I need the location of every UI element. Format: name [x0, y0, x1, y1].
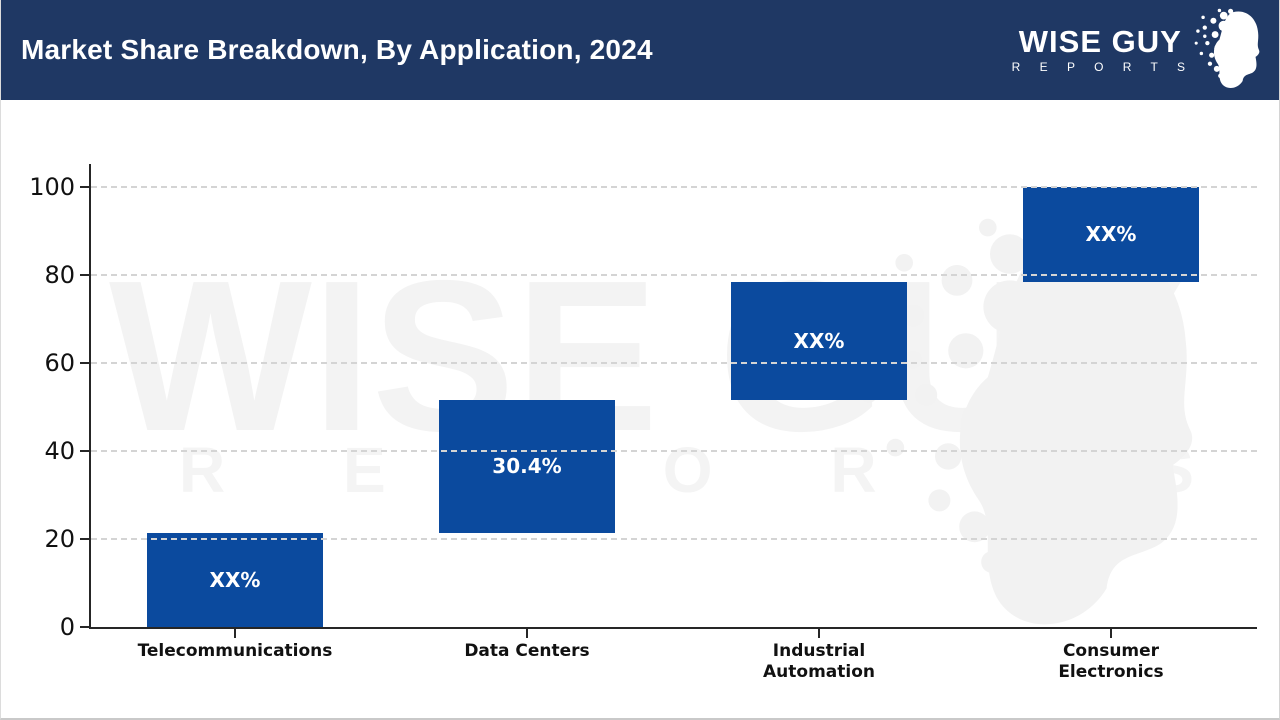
logo-reports-text: R E P O R T S	[1011, 60, 1193, 74]
y-tick	[80, 274, 89, 276]
category-label: Telecommunications	[137, 641, 333, 661]
bar-industrial-automation: XX%	[731, 281, 907, 400]
gridline	[91, 274, 1257, 276]
x-axis-spine	[89, 627, 1257, 629]
x-tick	[526, 629, 528, 638]
y-tick	[80, 626, 89, 628]
logo-wordmark-text: WISE GUY	[1018, 24, 1182, 59]
y-tick-label: 40	[44, 437, 75, 465]
wise-guy-logo: WISE GUY R E P O R T S	[1008, 0, 1265, 100]
y-tick-label: 100	[29, 173, 75, 201]
gridline	[91, 186, 1257, 188]
bar-value-label: 30.4%	[492, 454, 562, 479]
header: Market Share Breakdown, By Application, …	[1, 0, 1279, 100]
bar-telecommunications: XX%	[147, 533, 323, 627]
y-tick-label: 80	[44, 261, 75, 289]
gridline	[91, 538, 1257, 540]
category-label: Industrial Automation	[763, 641, 875, 683]
category-label: Consumer Electronics	[1058, 641, 1164, 683]
category-label: Data Centers	[464, 641, 590, 661]
y-tick	[80, 362, 89, 364]
x-tick	[234, 629, 236, 638]
bar-value-label: XX%	[793, 328, 845, 353]
y-tick	[80, 450, 89, 452]
y-tick-label: 20	[44, 525, 75, 553]
y-tick	[80, 538, 89, 540]
logo-face-dots-icon	[1194, 8, 1260, 88]
y-tick-label: 60	[44, 349, 75, 377]
bar-consumer-electronics: XX%	[1023, 187, 1199, 282]
bar-value-label: XX%	[1085, 222, 1137, 247]
gridline	[91, 362, 1257, 364]
logo-wordmark: WISE GUY R E P O R T S	[1008, 26, 1193, 74]
watermark-face-dots-icon	[861, 218, 1193, 625]
x-tick	[818, 629, 820, 638]
bar-value-label: XX%	[209, 568, 261, 593]
y-tick	[80, 186, 89, 188]
y-tick-label: 0	[59, 613, 75, 641]
bar-data-centers: 30.4%	[439, 399, 615, 534]
y-axis-spine	[89, 164, 91, 629]
page-title: Market Share Breakdown, By Application, …	[21, 34, 653, 65]
x-tick	[1110, 629, 1112, 638]
gridline	[91, 450, 1257, 452]
chart-area: WISE GUY R E P O R T S 0 20 40 60 80 100 XX% Te…	[1, 100, 1279, 718]
